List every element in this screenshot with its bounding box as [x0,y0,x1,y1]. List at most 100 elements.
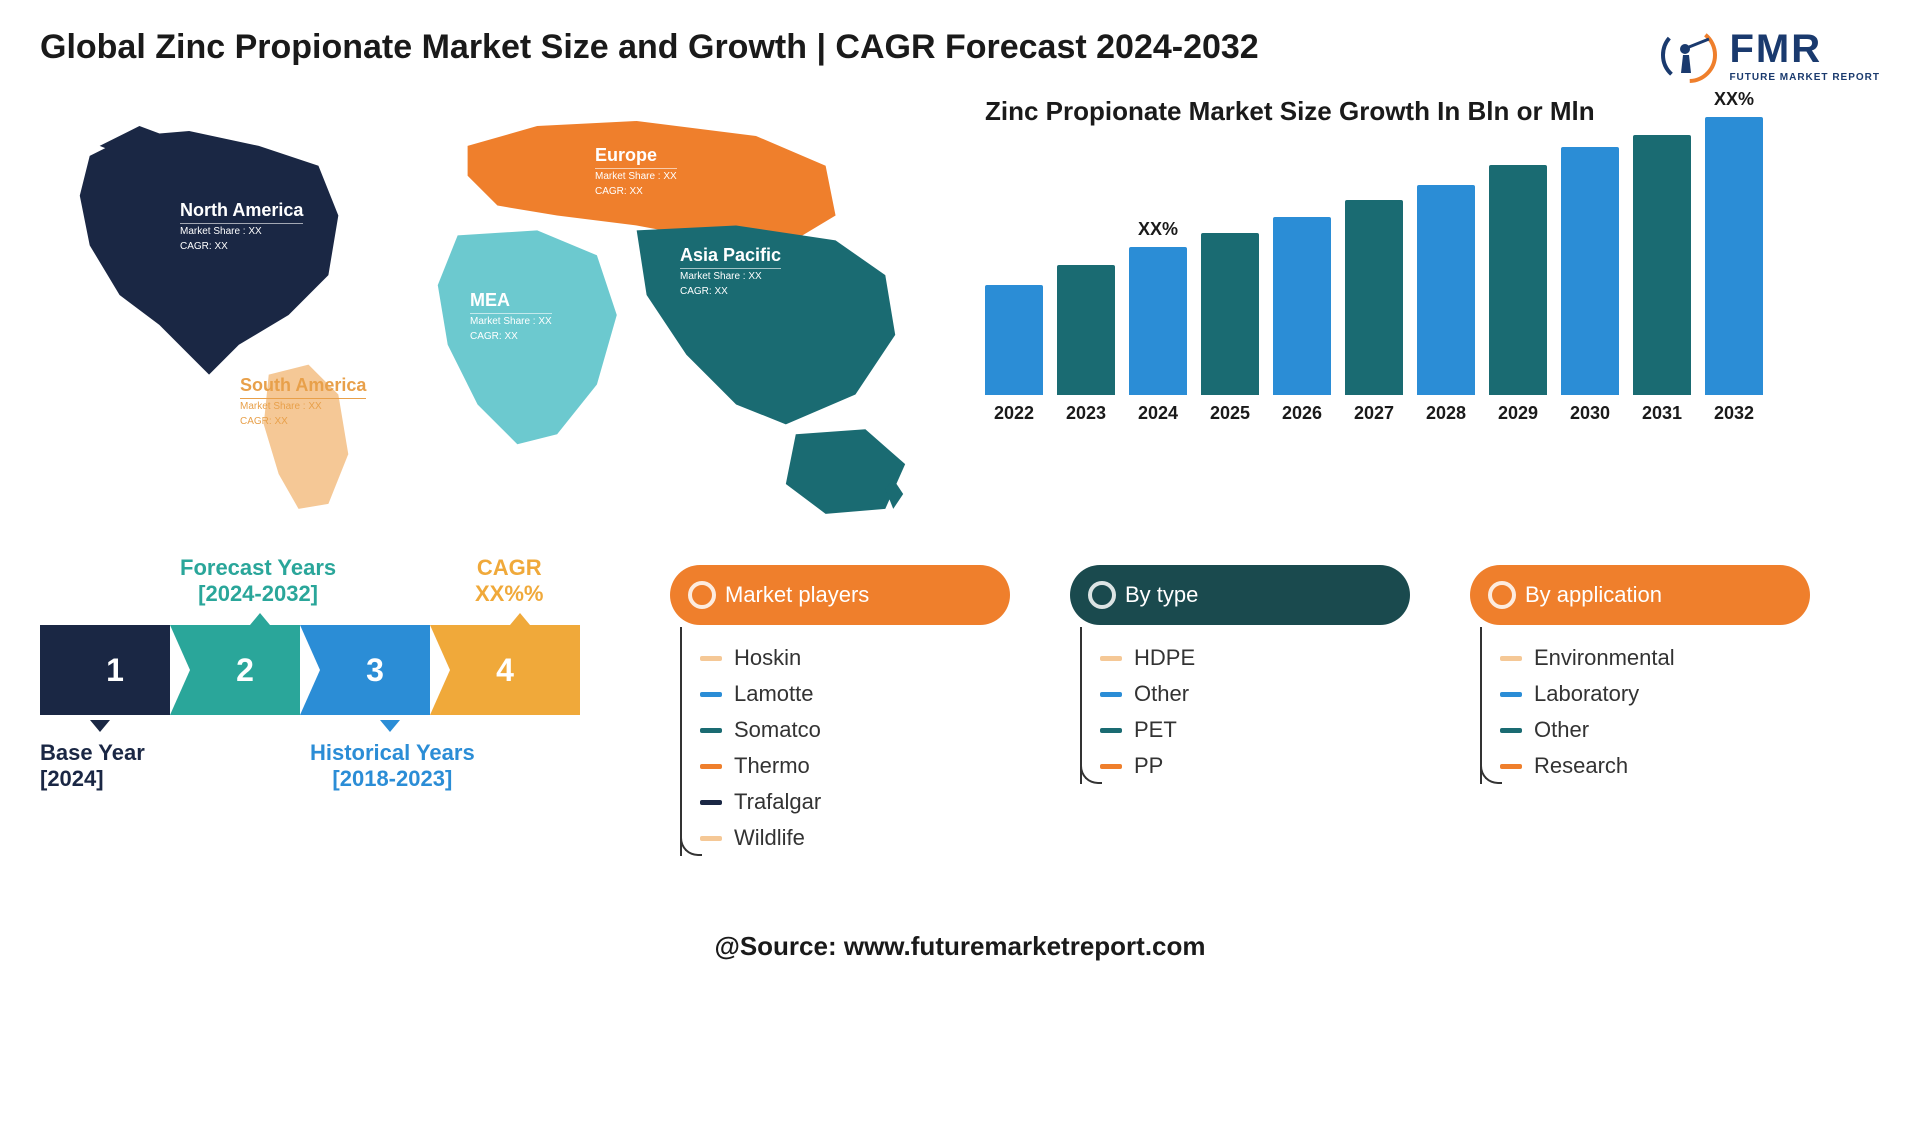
category-item: PP [1100,753,1410,779]
bar-col: 2028 [1417,185,1475,424]
dash-icon [1100,728,1122,733]
bar-col: 2029 [1489,165,1547,424]
world-map: North America Market Share : XX CAGR: XX… [40,95,935,515]
arrow-up-icon [250,613,270,625]
bar-year-label: 2032 [1714,403,1754,424]
category-item-label: Wildlife [734,825,805,851]
tl-label-historical: Historical Years [2018-2023] [310,740,475,793]
category-item: Laboratory [1500,681,1810,707]
bar-year-label: 2027 [1354,403,1394,424]
arrow-down-icon [90,720,110,732]
category-item: Trafalgar [700,789,1010,815]
dash-icon [700,836,722,841]
category-item-label: Other [1534,717,1589,743]
category-list: HDPE Other PET PP [1070,645,1410,779]
category-list: Hoskin Lamotte Somatco Thermo Trafalgar Wildl… [670,645,1010,851]
region-eu: Europe Market Share : XX CAGR: XX [595,145,677,197]
page-title: Global Zinc Propionate Market Size and G… [40,25,1259,69]
dash-icon [700,800,722,805]
region-sa: South America Market Share : XX CAGR: XX [240,375,366,427]
category-header: By application [1470,565,1810,625]
tl-label-forecast: Forecast Years [2024-2032] [180,555,336,608]
category-item-label: Somatco [734,717,821,743]
bar [1345,200,1403,395]
bar [1561,147,1619,395]
dash-icon [1100,656,1122,661]
dash-icon [1500,656,1522,661]
tl-label-cagr: CAGR XX%% [475,555,543,608]
category-item-label: Thermo [734,753,810,779]
bar [1633,135,1691,395]
bar-col: 2026 [1273,217,1331,424]
category-column: By type HDPE Other PET PP [1070,565,1410,861]
bar-year-label: 2029 [1498,403,1538,424]
dash-icon [1100,692,1122,697]
bar [1417,185,1475,395]
category-item-label: Trafalgar [734,789,821,815]
category-item-label: Research [1534,753,1628,779]
category-item-label: Laboratory [1534,681,1639,707]
bar-col: 2031 [1633,135,1691,424]
category-item: Lamotte [700,681,1010,707]
dash-icon [1100,764,1122,769]
logo-text: FMR [1729,27,1880,72]
bar [1129,247,1187,395]
region-mea: MEA Market Share : XX CAGR: XX [470,290,552,342]
category-item-label: Other [1134,681,1189,707]
bar [1201,233,1259,395]
category-item-label: Hoskin [734,645,801,671]
bar-year-label: 2025 [1210,403,1250,424]
bar-col: XX%2032 [1705,117,1763,424]
category-item: Other [1100,681,1410,707]
category-item: HDPE [1100,645,1410,671]
category-item: Wildlife [700,825,1010,851]
arrow-down-icon [380,720,400,732]
category-list: Environmental Laboratory Other Research [1470,645,1810,779]
logo-icon [1659,25,1719,85]
category-header: By type [1070,565,1410,625]
bar [1705,117,1763,395]
logo: FMR FUTURE MARKET REPORT [1659,25,1880,85]
top-section: North America Market Share : XX CAGR: XX… [40,95,1880,515]
tl-label-base: Base Year [2024] [40,740,145,793]
category-header: Market players [670,565,1010,625]
dash-icon [700,692,722,697]
dash-icon [1500,692,1522,697]
region-na: North America Market Share : XX CAGR: XX [180,200,303,252]
category-item: Other [1500,717,1810,743]
category-item: Research [1500,753,1810,779]
source-text: @Source: www.futuremarketreport.com [40,931,1880,962]
dash-icon [700,764,722,769]
bar-col: XX%2024 [1129,247,1187,424]
bar-year-label: 2023 [1066,403,1106,424]
header: Global Zinc Propionate Market Size and G… [40,25,1880,85]
bar [1057,265,1115,395]
bar-year-label: 2022 [994,403,1034,424]
step-3: 3 [300,625,450,715]
arrow-up-icon [510,613,530,625]
dash-icon [700,656,722,661]
category-column: Market players Hoskin Lamotte Somatco Thermo… [670,565,1010,861]
category-column: By application Environmental Laboratory Oth… [1470,565,1810,861]
bar-year-label: 2026 [1282,403,1322,424]
category-item: Somatco [700,717,1010,743]
bar-col: 2030 [1561,147,1619,424]
step-2: 2 [170,625,320,715]
category-item: Thermo [700,753,1010,779]
category-item: PET [1100,717,1410,743]
category-item-label: PP [1134,753,1163,779]
timeline-steps: 1 2 3 4 [40,625,630,715]
bar-highlight-label: XX% [1138,219,1178,240]
region-ap: Asia Pacific Market Share : XX CAGR: XX [680,245,781,297]
category-item-label: Environmental [1534,645,1675,671]
bar-col: 2023 [1057,265,1115,424]
category-item: Hoskin [700,645,1010,671]
bar-col: 2025 [1201,233,1259,424]
bar-year-label: 2030 [1570,403,1610,424]
bar-year-label: 2028 [1426,403,1466,424]
bottom-section: Forecast Years [2024-2032] CAGR XX%% 1 2… [40,565,1880,861]
bar-highlight-label: XX% [1714,89,1754,110]
step-4: 4 [430,625,580,715]
bar-chart: Zinc Propionate Market Size Growth In Bl… [965,95,1880,515]
bar-year-label: 2031 [1642,403,1682,424]
